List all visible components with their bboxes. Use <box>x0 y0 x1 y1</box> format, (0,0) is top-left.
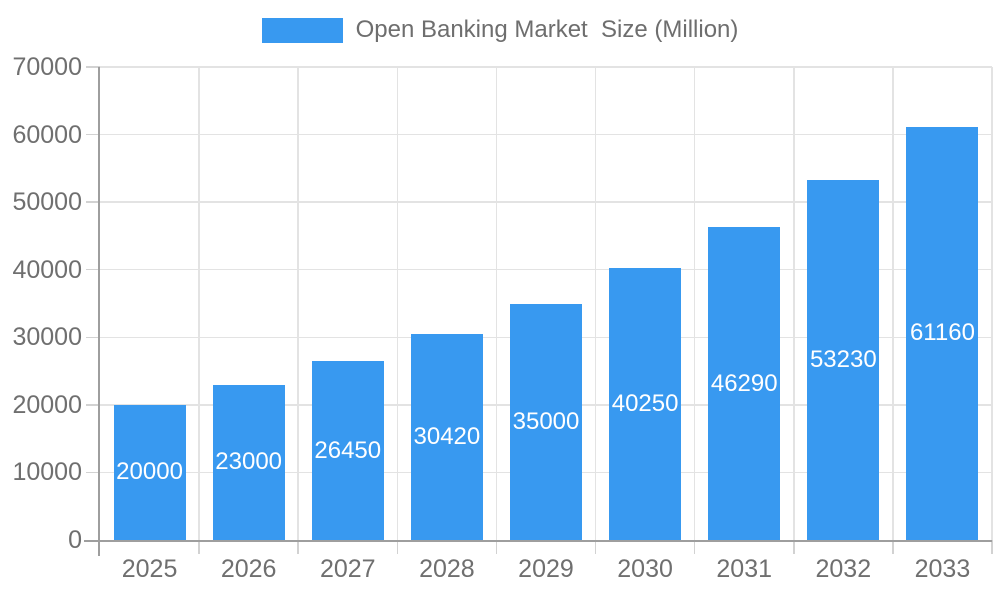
legend-swatch <box>261 17 343 43</box>
x-tick-label: 2026 <box>220 555 277 583</box>
x-tick <box>892 540 894 554</box>
vgrid-line <box>892 67 894 540</box>
vgrid-line <box>495 67 498 540</box>
y-tick <box>86 66 100 68</box>
bar-value-label: 61160 <box>909 319 975 347</box>
x-tick-label: 2028 <box>419 555 475 583</box>
vgrid-line <box>396 67 399 540</box>
x-tick <box>693 540 696 554</box>
y-tick <box>86 268 100 271</box>
x-tick <box>793 540 795 554</box>
x-tick <box>198 540 200 554</box>
bar-value-label: 23000 <box>215 448 283 476</box>
x-tick-label: 2033 <box>914 555 971 583</box>
bar[interactable]: 40250 <box>609 268 682 540</box>
bar-value-label: 20000 <box>116 458 183 486</box>
bar[interactable]: 46290 <box>708 227 781 540</box>
y-tick-label: 0 <box>68 526 82 554</box>
y-tick-label: 10000 <box>12 458 82 487</box>
y-tick-label: 30000 <box>12 323 82 352</box>
x-tick-label: 2029 <box>518 555 574 583</box>
y-tick-label: 40000 <box>12 255 82 284</box>
bar[interactable]: 23000 <box>212 384 285 540</box>
bar[interactable]: 61160 <box>906 126 979 540</box>
bar-value-label: 46290 <box>710 369 778 397</box>
y-tick-label: 60000 <box>12 120 82 149</box>
y-tick <box>86 471 100 474</box>
x-tick-label: 2030 <box>617 555 673 583</box>
x-tick <box>297 540 299 554</box>
y-tick-label: 70000 <box>12 53 82 81</box>
x-tick-label: 2031 <box>716 555 773 583</box>
vgrid-line <box>297 67 299 540</box>
bar-value-label: 40250 <box>611 390 679 417</box>
hgrid-line <box>100 66 992 68</box>
x-axis-line <box>84 540 992 542</box>
bar[interactable]: 35000 <box>510 303 582 540</box>
vgrid-line <box>991 67 993 540</box>
hgrid-line <box>100 133 992 136</box>
vgrid-line <box>793 67 795 540</box>
bar-value-label: 30420 <box>413 423 481 451</box>
bar-value-label: 35000 <box>512 407 580 435</box>
vgrid-line <box>594 67 597 540</box>
y-tick <box>86 336 100 339</box>
y-tick <box>86 201 100 203</box>
bar[interactable]: 20000 <box>113 404 186 540</box>
bar[interactable]: 26450 <box>311 361 384 540</box>
y-tick-label: 20000 <box>12 390 82 419</box>
y-tick <box>86 404 100 406</box>
x-tick <box>991 540 993 554</box>
bar-value-label: 53230 <box>809 346 877 374</box>
y-tick <box>86 133 100 136</box>
x-tick-label: 2027 <box>319 555 376 583</box>
x-tick-label: 2032 <box>815 555 872 583</box>
bar-value-label: 26450 <box>314 436 382 464</box>
legend[interactable]: Open Banking Market Size (Million) <box>0 15 1000 45</box>
x-tick <box>396 540 399 554</box>
vgrid-line <box>198 67 200 540</box>
x-tick-label: 2025 <box>121 555 178 583</box>
hgrid-line <box>100 268 992 271</box>
bar[interactable]: 30420 <box>410 334 483 540</box>
hgrid-line <box>100 201 992 203</box>
legend-label: Open Banking Market Size (Million) <box>355 16 739 43</box>
y-tick-label: 50000 <box>12 188 82 217</box>
x-tick <box>594 540 597 554</box>
bar[interactable]: 53230 <box>807 180 880 540</box>
vgrid-line <box>693 67 696 540</box>
y-axis-line <box>98 67 100 556</box>
x-tick <box>495 540 498 554</box>
